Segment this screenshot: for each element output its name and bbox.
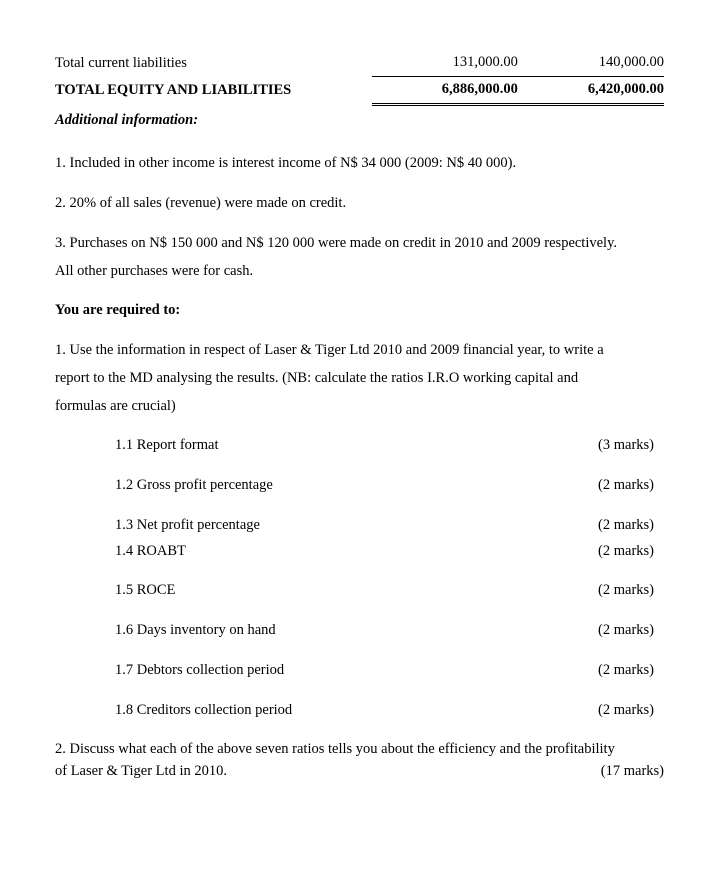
note-2: 2. 20% of all sales (revenue) were made … [55,193,664,215]
row-value-2: 6,420,000.00 [518,76,664,104]
item-marks: (3 marks) [598,435,654,457]
note-3b: All other purchases were for cash. [55,261,664,283]
item-label: 1.5 ROCE [115,580,175,602]
row-label: TOTAL EQUITY AND LIABILITIES [55,76,372,104]
item-marks: (2 marks) [598,515,654,537]
q2-line2: of Laser & Tiger Ltd in 2010. [55,761,227,783]
q1-line1: 1. Use the information in respect of Las… [55,340,664,362]
document-page: Total current liabilities 131,000.00 140… [0,0,719,875]
row-value-1: 131,000.00 [372,50,518,76]
item-marks: (2 marks) [598,475,654,497]
row-label: Total current liabilities [55,50,372,76]
note-3a: 3. Purchases on N$ 150 000 and N$ 120 00… [55,233,664,255]
question-2: 2. Discuss what each of the above seven … [55,739,664,783]
table-row-total: TOTAL EQUITY AND LIABILITIES 6,886,000.0… [55,76,664,104]
q2-line2-row: of Laser & Tiger Ltd in 2010. (17 marks) [55,761,664,783]
item-marks: (2 marks) [598,580,654,602]
item-label: 1.3 Net profit percentage [115,515,260,537]
q2-marks: (17 marks) [601,761,664,783]
table-row: Total current liabilities 131,000.00 140… [55,50,664,76]
list-item: 1.1 Report format (3 marks) [115,435,654,457]
list-item: 1.5 ROCE (2 marks) [115,580,654,602]
item-marks: (2 marks) [598,700,654,722]
item-label: 1.6 Days inventory on hand [115,620,276,642]
financial-table: Total current liabilities 131,000.00 140… [55,50,664,106]
note-1: 1. Included in other income is interest … [55,153,664,175]
item-label: 1.8 Creditors collection period [115,700,292,722]
additional-info-heading: Additional information: [55,110,664,132]
item-marks: (2 marks) [598,660,654,682]
item-label: 1.1 Report format [115,435,219,457]
requirements-list: 1.1 Report format (3 marks) 1.2 Gross pr… [115,435,654,721]
q1-line3: formulas are crucial) [55,396,664,418]
row-value-2: 140,000.00 [518,50,664,76]
list-item: 1.6 Days inventory on hand (2 marks) [115,620,654,642]
item-marks: (2 marks) [598,541,654,563]
list-item: 1.7 Debtors collection period (2 marks) [115,660,654,682]
list-item: 1.2 Gross profit percentage (2 marks) [115,475,654,497]
item-marks: (2 marks) [598,620,654,642]
required-heading: You are required to: [55,300,664,322]
q1-line2: report to the MD analysing the results. … [55,368,664,390]
list-item: 1.4 ROABT (2 marks) [115,541,654,563]
item-label: 1.7 Debtors collection period [115,660,284,682]
item-label: 1.2 Gross profit percentage [115,475,273,497]
list-item: 1.3 Net profit percentage (2 marks) [115,515,654,537]
item-label: 1.4 ROABT [115,541,186,563]
list-item: 1.8 Creditors collection period (2 marks… [115,700,654,722]
q2-line1: 2. Discuss what each of the above seven … [55,739,664,761]
row-value-1: 6,886,000.00 [372,76,518,104]
